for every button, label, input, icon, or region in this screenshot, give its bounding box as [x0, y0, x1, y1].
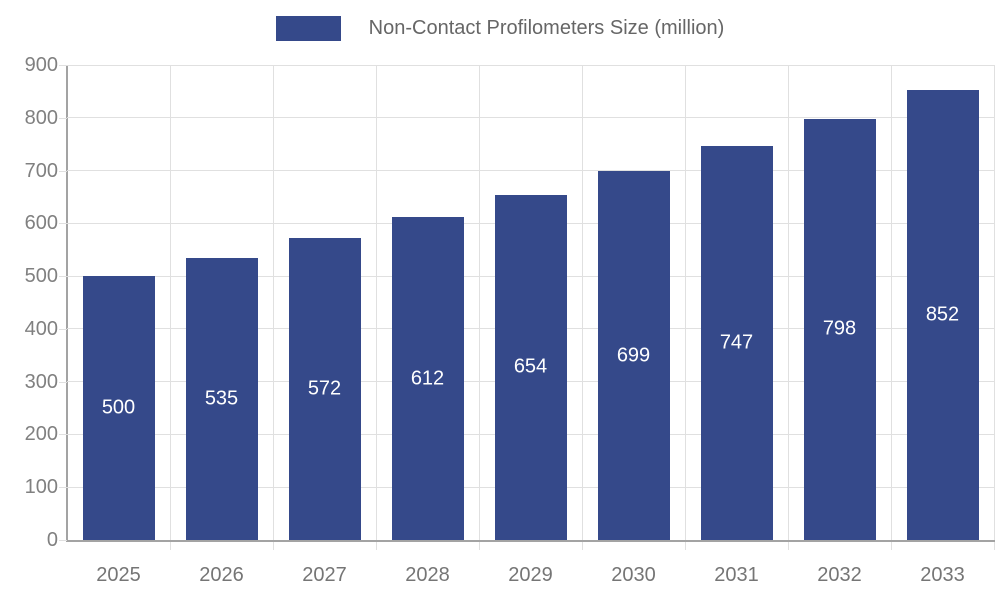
- x-tick-mark: [994, 542, 995, 550]
- x-gridline: [272, 65, 274, 540]
- y-tick-mark: [59, 434, 67, 436]
- x-tick-label: 2031: [714, 564, 759, 586]
- x-axis-line: [66, 540, 995, 542]
- legend-label: Non-Contact Profilometers Size (million): [368, 17, 725, 39]
- y-tick-mark: [59, 381, 67, 383]
- x-tick-label: 2028: [405, 564, 450, 586]
- legend-swatch: [275, 16, 341, 41]
- x-tick-label: 2030: [611, 564, 656, 586]
- x-gridline: [890, 65, 892, 540]
- bar-value-label: 699: [616, 344, 651, 367]
- x-gridline: [581, 65, 583, 540]
- y-tick-label: 700: [24, 159, 58, 182]
- y-gridline: [67, 64, 994, 66]
- x-tick-mark: [273, 542, 274, 550]
- y-tick-label: 200: [24, 423, 58, 446]
- bar-value-label: 572: [307, 377, 342, 400]
- bar: 699: [597, 171, 670, 540]
- x-gridline: [993, 65, 995, 540]
- y-tick-mark: [59, 65, 67, 66]
- bar-value-label: 500: [101, 396, 136, 419]
- x-gridline: [684, 65, 686, 540]
- y-gridline: [67, 117, 994, 119]
- y-tick-mark: [59, 487, 67, 489]
- y-tick-label: 900: [24, 54, 58, 76]
- bar: 572: [288, 238, 361, 540]
- y-tick-mark: [59, 328, 67, 330]
- x-tick-mark: [685, 542, 686, 550]
- bar-value-label: 747: [719, 331, 754, 354]
- x-tick-mark: [891, 542, 892, 550]
- x-tick-mark: [788, 542, 789, 550]
- y-tick-mark: [59, 276, 67, 278]
- x-tick-mark: [479, 542, 480, 550]
- y-tick-label: 500: [24, 265, 58, 288]
- bar-value-label: 852: [925, 303, 960, 326]
- y-tick-mark: [59, 223, 67, 225]
- plot-area: 500 535 572 612 654 699 747 798 852: [67, 64, 995, 540]
- y-tick-label: 800: [24, 106, 58, 129]
- bar: 612: [391, 217, 464, 540]
- y-tick-label: 100: [24, 476, 58, 499]
- y-gridline: [67, 170, 994, 172]
- x-gridline: [169, 65, 171, 540]
- bar: 798: [803, 118, 876, 540]
- y-tick-label: 400: [24, 317, 58, 340]
- bar: 500: [82, 276, 155, 540]
- x-tick-label: 2033: [920, 564, 965, 586]
- bar: 747: [700, 145, 773, 540]
- x-tick-label: 2026: [199, 564, 244, 586]
- x-gridline: [787, 65, 789, 540]
- x-gridline: [375, 65, 377, 540]
- x-tick-mark: [376, 542, 377, 550]
- bar-value-label: 612: [410, 367, 445, 389]
- y-tick-mark: [59, 540, 67, 541]
- x-tick-label: 2027: [302, 564, 347, 586]
- bar: 535: [185, 257, 258, 540]
- y-tick-mark: [59, 170, 67, 172]
- legend: Non-Contact Profilometers Size (million): [0, 16, 1000, 41]
- x-gridline: [478, 65, 480, 540]
- y-tick-label: 600: [24, 212, 58, 235]
- x-tick-label: 2025: [96, 564, 141, 586]
- y-tick-mark: [59, 117, 67, 119]
- x-tick-label: 2029: [508, 564, 553, 586]
- bar-value-label: 654: [513, 355, 548, 378]
- x-tick-label: 2032: [817, 564, 862, 586]
- y-tick-label: 0: [46, 529, 58, 551]
- bar-value-label: 798: [822, 317, 857, 340]
- x-tick-mark: [170, 542, 171, 550]
- bar: 852: [906, 90, 979, 540]
- bar-value-label: 535: [204, 387, 239, 410]
- y-tick-label: 300: [24, 370, 58, 393]
- y-axis-line: [66, 65, 68, 542]
- x-tick-mark: [582, 542, 583, 550]
- bar: 654: [494, 194, 567, 540]
